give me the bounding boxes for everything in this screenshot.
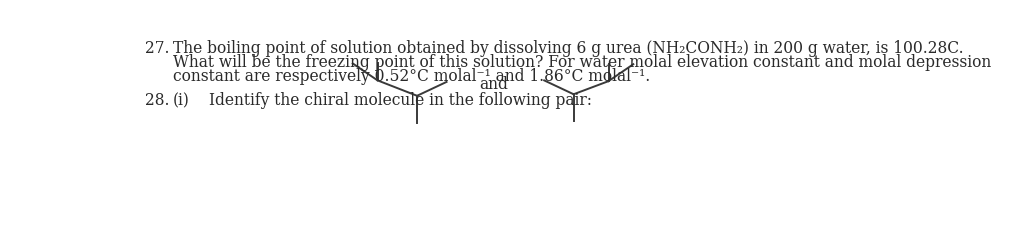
Text: Identify the chiral molecule in the following pair:: Identify the chiral molecule in the foll…	[209, 92, 592, 109]
Text: The boiling point of solution obtained by dissolving 6 g urea (NH₂CONH₂) in 200 : The boiling point of solution obtained b…	[173, 40, 964, 57]
Text: constant are respectively 0.52°C molal⁻¹ and 1.86°C molal⁻¹.: constant are respectively 0.52°C molal⁻¹…	[173, 68, 650, 85]
Text: What will be the freezing point of this solution? For water molal elevation cons: What will be the freezing point of this …	[173, 54, 991, 71]
Text: 28.: 28.	[145, 92, 170, 109]
Text: (i): (i)	[173, 92, 189, 109]
Text: 27.: 27.	[145, 40, 170, 57]
Text: and: and	[479, 76, 508, 93]
